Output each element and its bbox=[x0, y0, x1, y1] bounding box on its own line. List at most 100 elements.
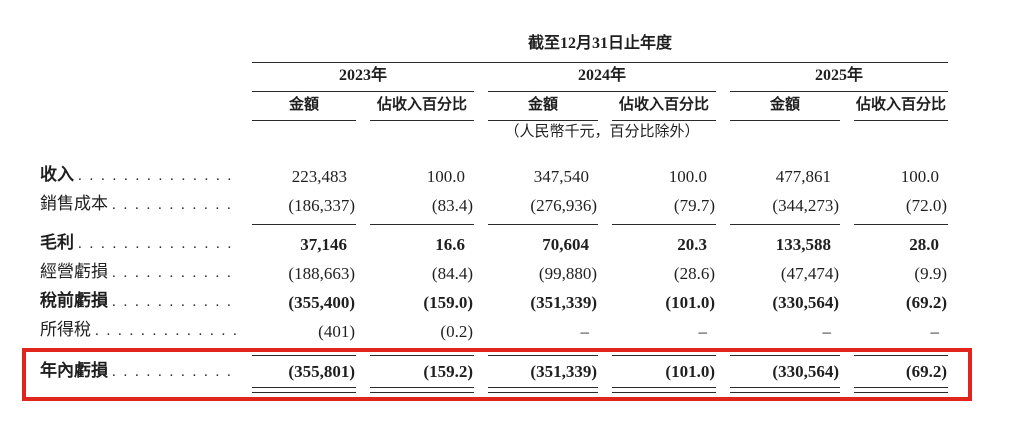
table-row-cost-of-sales: 銷售成本 (186,337) (83.4) (276,936) (79.7) (… bbox=[0, 190, 1012, 219]
dot-leader bbox=[74, 229, 238, 258]
row-label-cell: 收入 bbox=[40, 161, 238, 190]
percent-2025: 100.0 bbox=[900, 167, 939, 186]
dot-leader bbox=[108, 190, 238, 219]
percent-2023: 100.0 bbox=[426, 167, 465, 186]
percent-header-2023: 佔收入百分比 bbox=[370, 96, 474, 121]
column-rule bbox=[488, 352, 598, 356]
dot-leader bbox=[108, 287, 238, 316]
header-rule-row bbox=[0, 62, 1012, 63]
row-label: 稅前虧損 bbox=[40, 291, 108, 310]
amount-2025: (330,564) bbox=[772, 293, 839, 312]
percent-2024: – bbox=[698, 322, 708, 341]
amount-2025: (47,474) bbox=[780, 264, 839, 283]
header-rule bbox=[252, 62, 948, 63]
percent-2025: 28.0 bbox=[909, 235, 939, 254]
percent-2023: (159.2) bbox=[423, 362, 473, 381]
row-label: 毛利 bbox=[40, 233, 74, 252]
amount-2025: (344,273) bbox=[772, 196, 839, 215]
year-header-row: 2023年 2024年 2025年 bbox=[0, 66, 1012, 92]
total-rule-row bbox=[26, 352, 968, 358]
percent-2024: (101.0) bbox=[665, 293, 715, 312]
percent-header-2024: 佔收入百分比 bbox=[612, 96, 716, 121]
amount-header-2024: 金額 bbox=[488, 96, 598, 121]
percent-2025: (72.0) bbox=[905, 196, 947, 215]
amount-2025: 477,861 bbox=[775, 167, 831, 186]
percent-2025: (9.9) bbox=[914, 264, 947, 283]
amount-2023: (401) bbox=[318, 322, 355, 341]
row-label: 經營虧損 bbox=[40, 262, 108, 281]
amount-2024: 70,604 bbox=[542, 235, 589, 254]
row-label-cell: 經營虧損 bbox=[40, 258, 238, 287]
amount-2024: (351,339) bbox=[530, 362, 597, 381]
percent-2023: 16.6 bbox=[435, 235, 465, 254]
column-rule bbox=[854, 219, 948, 225]
amount-2025: – bbox=[822, 322, 832, 341]
row-label-cell: 年內虧損 bbox=[40, 358, 238, 385]
highlight-box: 年內虧損 (355,801) (159.2) (351,339) (101.0)… bbox=[22, 348, 972, 401]
percent-2024: (79.7) bbox=[673, 196, 715, 215]
amount-2024: (351,339) bbox=[530, 293, 597, 312]
period-title: 截至12月31日止年度 bbox=[527, 35, 672, 52]
double-rule bbox=[488, 387, 598, 393]
subtotal-rule-row bbox=[0, 219, 1012, 229]
dot-leader bbox=[108, 258, 238, 287]
percent-2023: (84.4) bbox=[431, 264, 473, 283]
percent-2025: (69.2) bbox=[905, 362, 947, 381]
amount-2023: 223,483 bbox=[291, 167, 347, 186]
table-row-loss-before-tax: 稅前虧損 (355,400) (159.0) (351,339) (101.0)… bbox=[0, 287, 1012, 316]
column-rule bbox=[370, 352, 474, 356]
column-rule bbox=[488, 219, 598, 225]
double-rule bbox=[730, 387, 840, 393]
percent-2024: (28.6) bbox=[673, 264, 715, 283]
percent-2024: 20.3 bbox=[677, 235, 707, 254]
amount-2025: (330,564) bbox=[772, 362, 839, 381]
double-rule bbox=[370, 387, 474, 393]
column-rule bbox=[854, 352, 948, 356]
amount-2025: 133,588 bbox=[775, 235, 831, 254]
column-rule bbox=[252, 219, 356, 225]
percent-2023: (0.2) bbox=[440, 322, 473, 341]
table-row-operating-loss: 經營虧損 (188,663) (84.4) (99,880) (28.6) (4… bbox=[0, 258, 1012, 287]
table-header: 截至12月31日止年度 bbox=[0, 33, 1012, 55]
row-label: 收入 bbox=[40, 165, 74, 184]
table-row-revenue: 收入 223,483 100.0 347,540 100.0 477,861 1… bbox=[0, 161, 1012, 190]
percent-2025: (69.2) bbox=[905, 293, 947, 312]
row-label-cell: 毛利 bbox=[40, 229, 238, 258]
subheader-row: 金額 佔收入百分比 金額 佔收入百分比 金額 佔收入百分比 bbox=[0, 96, 1012, 121]
year-2023-header: 2023年 bbox=[252, 66, 474, 92]
double-rule-row bbox=[26, 387, 968, 396]
table-body: 收入 223,483 100.0 347,540 100.0 477,861 1… bbox=[0, 161, 1012, 401]
percent-2025: – bbox=[930, 322, 940, 341]
dot-leader bbox=[91, 316, 238, 345]
amount-header-2025: 金額 bbox=[730, 96, 840, 121]
year-2024-header: 2024年 bbox=[488, 66, 716, 92]
row-label: 所得稅 bbox=[40, 320, 91, 339]
double-rule bbox=[612, 387, 716, 393]
amount-2024: 347,540 bbox=[533, 167, 589, 186]
amount-2023: (355,801) bbox=[288, 362, 355, 381]
unit-note: （人民幣千元，百分比除外） bbox=[504, 124, 700, 140]
column-rule bbox=[730, 219, 840, 225]
table-row-loss-for-the-year: 年內虧損 (355,801) (159.2) (351,339) (101.0)… bbox=[26, 358, 968, 385]
amount-2023: (188,663) bbox=[288, 264, 355, 283]
percent-2023: (83.4) bbox=[431, 196, 473, 215]
double-rule bbox=[854, 387, 948, 393]
amount-2024: (99,880) bbox=[538, 264, 597, 283]
percent-header-2025: 佔收入百分比 bbox=[854, 96, 948, 121]
amount-2023: (355,400) bbox=[288, 293, 355, 312]
amount-header-2023: 金額 bbox=[252, 96, 356, 121]
amount-2023: (186,337) bbox=[288, 196, 355, 215]
row-label-cell: 所得稅 bbox=[40, 316, 238, 345]
amount-2023: 37,146 bbox=[300, 235, 347, 254]
column-rule bbox=[612, 352, 716, 356]
row-label-cell: 稅前虧損 bbox=[40, 287, 238, 316]
dot-leader bbox=[108, 358, 238, 385]
percent-2024: 100.0 bbox=[668, 167, 707, 186]
amount-2024: – bbox=[580, 322, 590, 341]
percent-2023: (159.0) bbox=[423, 293, 473, 312]
row-label: 銷售成本 bbox=[40, 194, 108, 213]
dot-leader bbox=[74, 161, 238, 190]
table-row-gross-profit: 毛利 37,146 16.6 70,604 20.3 133,588 28.0 bbox=[0, 229, 1012, 258]
double-rule bbox=[252, 387, 356, 393]
